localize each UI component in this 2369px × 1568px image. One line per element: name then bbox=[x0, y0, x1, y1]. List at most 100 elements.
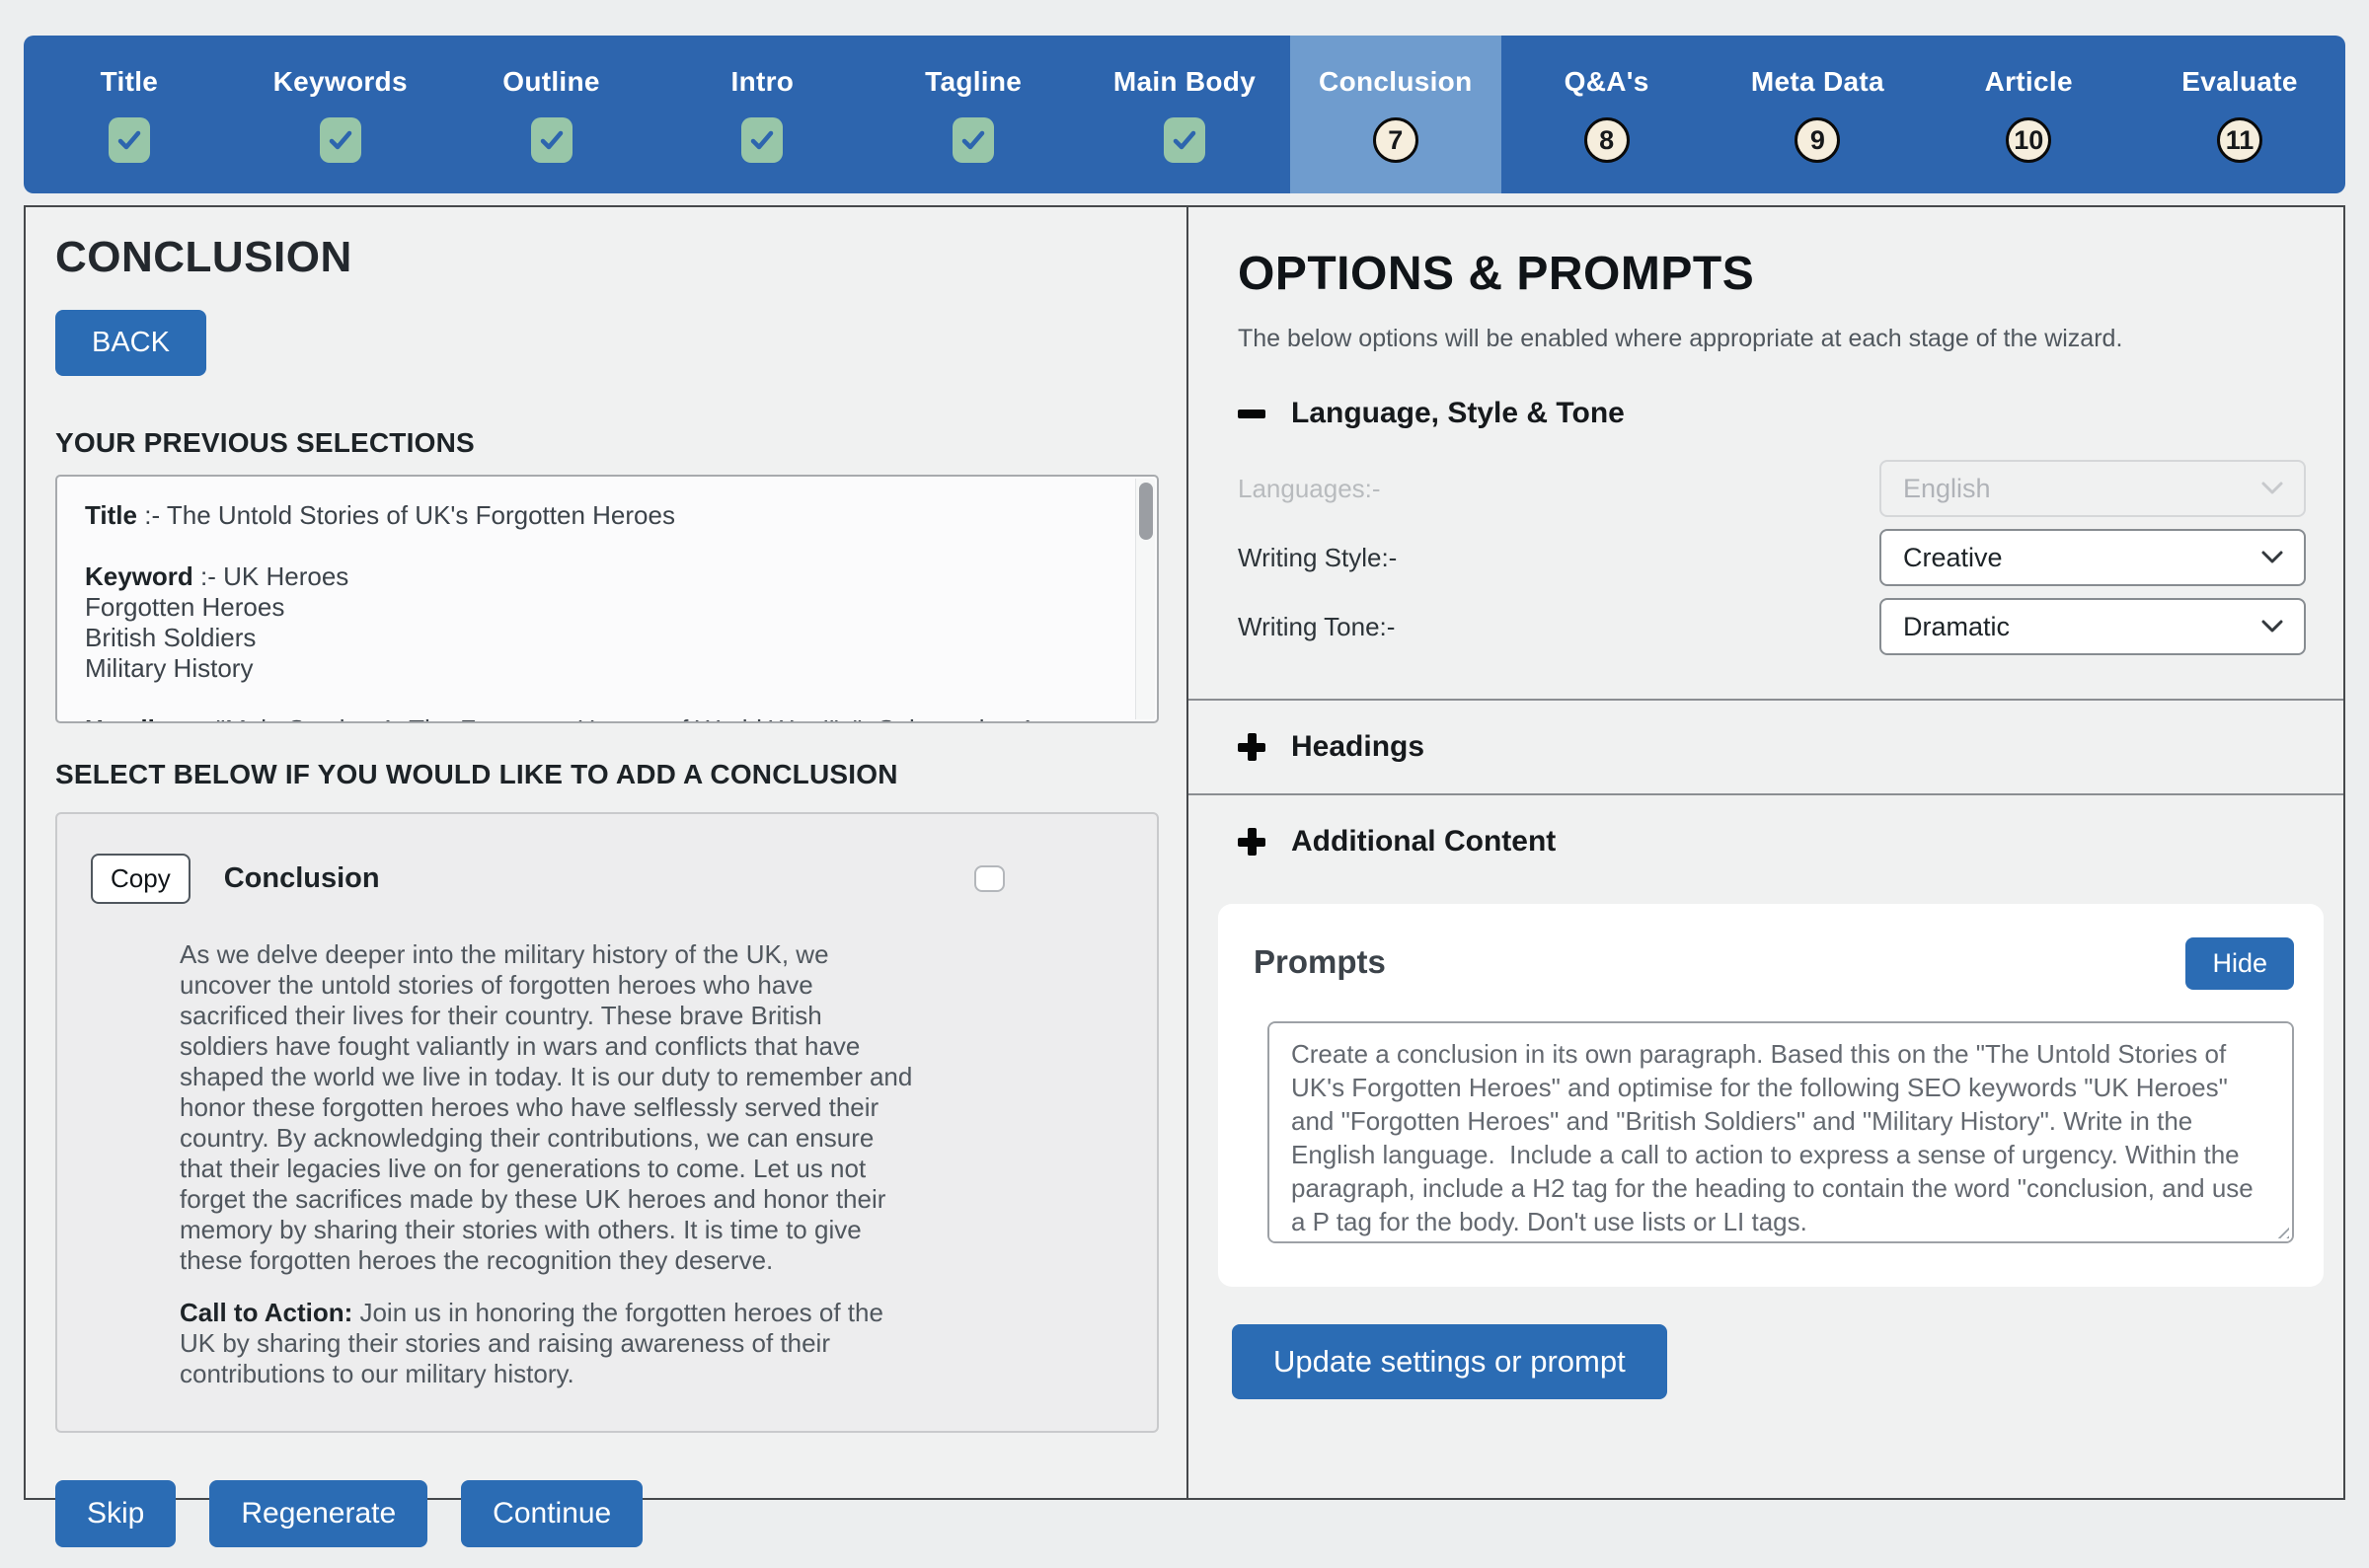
language-options-rows: Languages:- English Writing Style:- Crea… bbox=[1188, 460, 2343, 655]
chevron-down-icon bbox=[2261, 620, 2283, 633]
selection-keyword-line: British Soldiers bbox=[85, 623, 257, 652]
nav-step-article[interactable]: Article 10 bbox=[1923, 36, 2134, 193]
additional-content-section-header[interactable]: Additional Content bbox=[1188, 795, 2343, 888]
nav-step-main-body[interactable]: Main Body bbox=[1079, 36, 1290, 193]
conclusion-panel: CONCLUSION BACK YOUR PREVIOUS SELECTIONS… bbox=[26, 207, 1188, 1547]
writing-tone-select[interactable]: Dramatic bbox=[1879, 598, 2306, 655]
section-divider bbox=[1188, 699, 2343, 701]
selection-heading-line: Heading :- "Main Section 1: The Forgotte… bbox=[85, 714, 1109, 721]
writing-style-selected-value: Creative bbox=[1903, 542, 2003, 572]
step-number-badge: 10 bbox=[2006, 117, 2052, 163]
main-panel: CONCLUSION BACK YOUR PREVIOUS SELECTIONS… bbox=[24, 205, 2345, 1547]
hide-button[interactable]: Hide bbox=[2185, 937, 2294, 990]
call-to-action-label: Call to Action: bbox=[180, 1298, 353, 1327]
conclusion-select-checkbox[interactable] bbox=[974, 865, 1005, 892]
nav-step-conclusion-active[interactable]: Conclusion 7 bbox=[1289, 36, 1501, 193]
languages-row: Languages:- English bbox=[1238, 460, 2306, 517]
selection-keyword-line: Forgotten Heroes bbox=[85, 592, 285, 622]
headings-section-header[interactable]: Headings bbox=[1188, 701, 2343, 793]
nav-step-evaluate[interactable]: Evaluate 11 bbox=[2134, 36, 2345, 193]
section-divider bbox=[1188, 793, 2343, 795]
previous-selections-box: Title :- The Untold Stories of UK's Forg… bbox=[55, 475, 1159, 723]
writing-tone-label: Writing Tone:- bbox=[1238, 611, 1396, 641]
prompts-header: Prompts Hide bbox=[1254, 937, 2294, 990]
selection-heading-label: Heading bbox=[85, 714, 187, 721]
nav-step-tagline[interactable]: Tagline bbox=[868, 36, 1079, 193]
nav-step-label: Evaluate bbox=[2181, 66, 2298, 97]
check-icon bbox=[1163, 117, 1205, 163]
writing-tone-selected-value: Dramatic bbox=[1903, 611, 2011, 641]
writing-tone-row: Writing Tone:- Dramatic bbox=[1238, 598, 2306, 655]
writing-style-select[interactable]: Creative bbox=[1879, 529, 2306, 586]
nav-step-qas[interactable]: Q&A's 8 bbox=[1501, 36, 1713, 193]
back-button[interactable]: BACK bbox=[55, 310, 206, 376]
nav-step-label: Meta Data bbox=[1750, 66, 1884, 97]
nav-step-label: Tagline bbox=[925, 66, 1023, 97]
expand-icon bbox=[1238, 828, 1265, 856]
copy-button[interactable]: Copy bbox=[91, 854, 191, 904]
page-title: CONCLUSION bbox=[55, 233, 352, 281]
nav-step-label: Q&A's bbox=[1564, 66, 1649, 97]
languages-selected-value: English bbox=[1903, 473, 1991, 503]
scrollbar[interactable] bbox=[1135, 479, 1155, 719]
regenerate-button[interactable]: Regenerate bbox=[209, 1480, 428, 1547]
check-icon bbox=[530, 117, 573, 163]
prompt-textarea[interactable]: Create a conclusion in its own paragraph… bbox=[1267, 1021, 2294, 1243]
options-prompts-panel: OPTIONS & PROMPTS The below options will… bbox=[1188, 207, 2343, 1498]
prompts-title: Prompts bbox=[1254, 943, 1386, 980]
nav-step-title[interactable]: Title bbox=[24, 36, 235, 193]
nav-step-outline[interactable]: Outline bbox=[446, 36, 657, 193]
nav-step-label: Title bbox=[100, 66, 159, 97]
scrollbar-thumb[interactable] bbox=[1139, 483, 1153, 540]
prompts-card: Prompts Hide Create a conclusion in its … bbox=[1218, 904, 2324, 1287]
nav-step-keywords[interactable]: Keywords bbox=[235, 36, 446, 193]
prompt-textarea-wrapper: Create a conclusion in its own paragraph… bbox=[1267, 1021, 2294, 1243]
headings-section-label: Headings bbox=[1291, 730, 1425, 763]
selection-keyword-value: :- UK Heroes bbox=[200, 561, 349, 591]
languages-select-disabled: English bbox=[1879, 460, 2306, 517]
check-icon bbox=[741, 117, 784, 163]
nav-step-intro[interactable]: Intro bbox=[656, 36, 868, 193]
update-settings-button[interactable]: Update settings or prompt bbox=[1232, 1324, 1667, 1399]
step-number-badge: 7 bbox=[1372, 117, 1418, 163]
nav-step-label: Keywords bbox=[272, 66, 408, 97]
nav-step-meta-data[interactable]: Meta Data 9 bbox=[1713, 36, 1924, 193]
selection-heading-value: :- "Main Section 1: The Forgotten Heroes… bbox=[85, 714, 1042, 721]
conclusion-text: As we delve deeper into the military his… bbox=[180, 939, 913, 1275]
options-header: OPTIONS & PROMPTS The below options will… bbox=[1188, 247, 2343, 430]
selection-keyword-line: Military History bbox=[85, 653, 254, 683]
chevron-down-icon bbox=[2261, 482, 2283, 494]
language-style-tone-section-header[interactable]: Language, Style & Tone bbox=[1238, 397, 2304, 430]
wizard-nav: Title Keywords Outline Intro Tagline Mai… bbox=[24, 36, 2345, 193]
languages-label: Languages:- bbox=[1238, 473, 1381, 503]
collapse-icon bbox=[1238, 409, 1265, 418]
conclusion-result-card: Copy Conclusion As we delve deeper into … bbox=[55, 812, 1159, 1433]
nav-step-label: Intro bbox=[730, 66, 795, 97]
selection-title-label: Title bbox=[85, 500, 137, 530]
step-number-badge: 8 bbox=[1583, 117, 1630, 163]
action-button-row: Skip Regenerate Continue bbox=[55, 1480, 1159, 1547]
nav-step-label: Article bbox=[1984, 66, 2073, 97]
step-number-badge: 9 bbox=[1795, 117, 1841, 163]
call-to-action-value: Join us in honoring the forgotten heroes… bbox=[180, 1298, 883, 1388]
conclusion-card-header: Copy Conclusion bbox=[91, 854, 1123, 904]
conclusion-card-title: Conclusion bbox=[223, 862, 380, 894]
nav-step-label: Outline bbox=[502, 66, 600, 97]
continue-button[interactable]: Continue bbox=[461, 1480, 644, 1547]
check-icon bbox=[953, 117, 995, 163]
selection-keyword-label: Keyword bbox=[85, 561, 193, 591]
check-icon bbox=[319, 117, 361, 163]
expand-icon bbox=[1238, 733, 1265, 761]
step-number-badge: 11 bbox=[2217, 117, 2263, 163]
previous-selections-heading: YOUR PREVIOUS SELECTIONS bbox=[55, 427, 475, 458]
check-icon bbox=[108, 117, 150, 163]
additional-content-section-label: Additional Content bbox=[1291, 825, 1557, 858]
skip-button[interactable]: Skip bbox=[55, 1480, 177, 1547]
selection-keyword-line: Keyword :- UK Heroes bbox=[85, 561, 1109, 592]
writing-style-label: Writing Style:- bbox=[1238, 542, 1398, 572]
language-style-tone-label: Language, Style & Tone bbox=[1291, 397, 1625, 429]
options-subtitle: The below options will be enabled where … bbox=[1238, 325, 2123, 352]
conclusion-card-body: As we delve deeper into the military his… bbox=[180, 939, 915, 1389]
selection-title-line: Title :- The Untold Stories of UK's Forg… bbox=[85, 500, 1109, 531]
select-conclusion-heading: SELECT BELOW IF YOU WOULD LIKE TO ADD A … bbox=[55, 759, 898, 789]
